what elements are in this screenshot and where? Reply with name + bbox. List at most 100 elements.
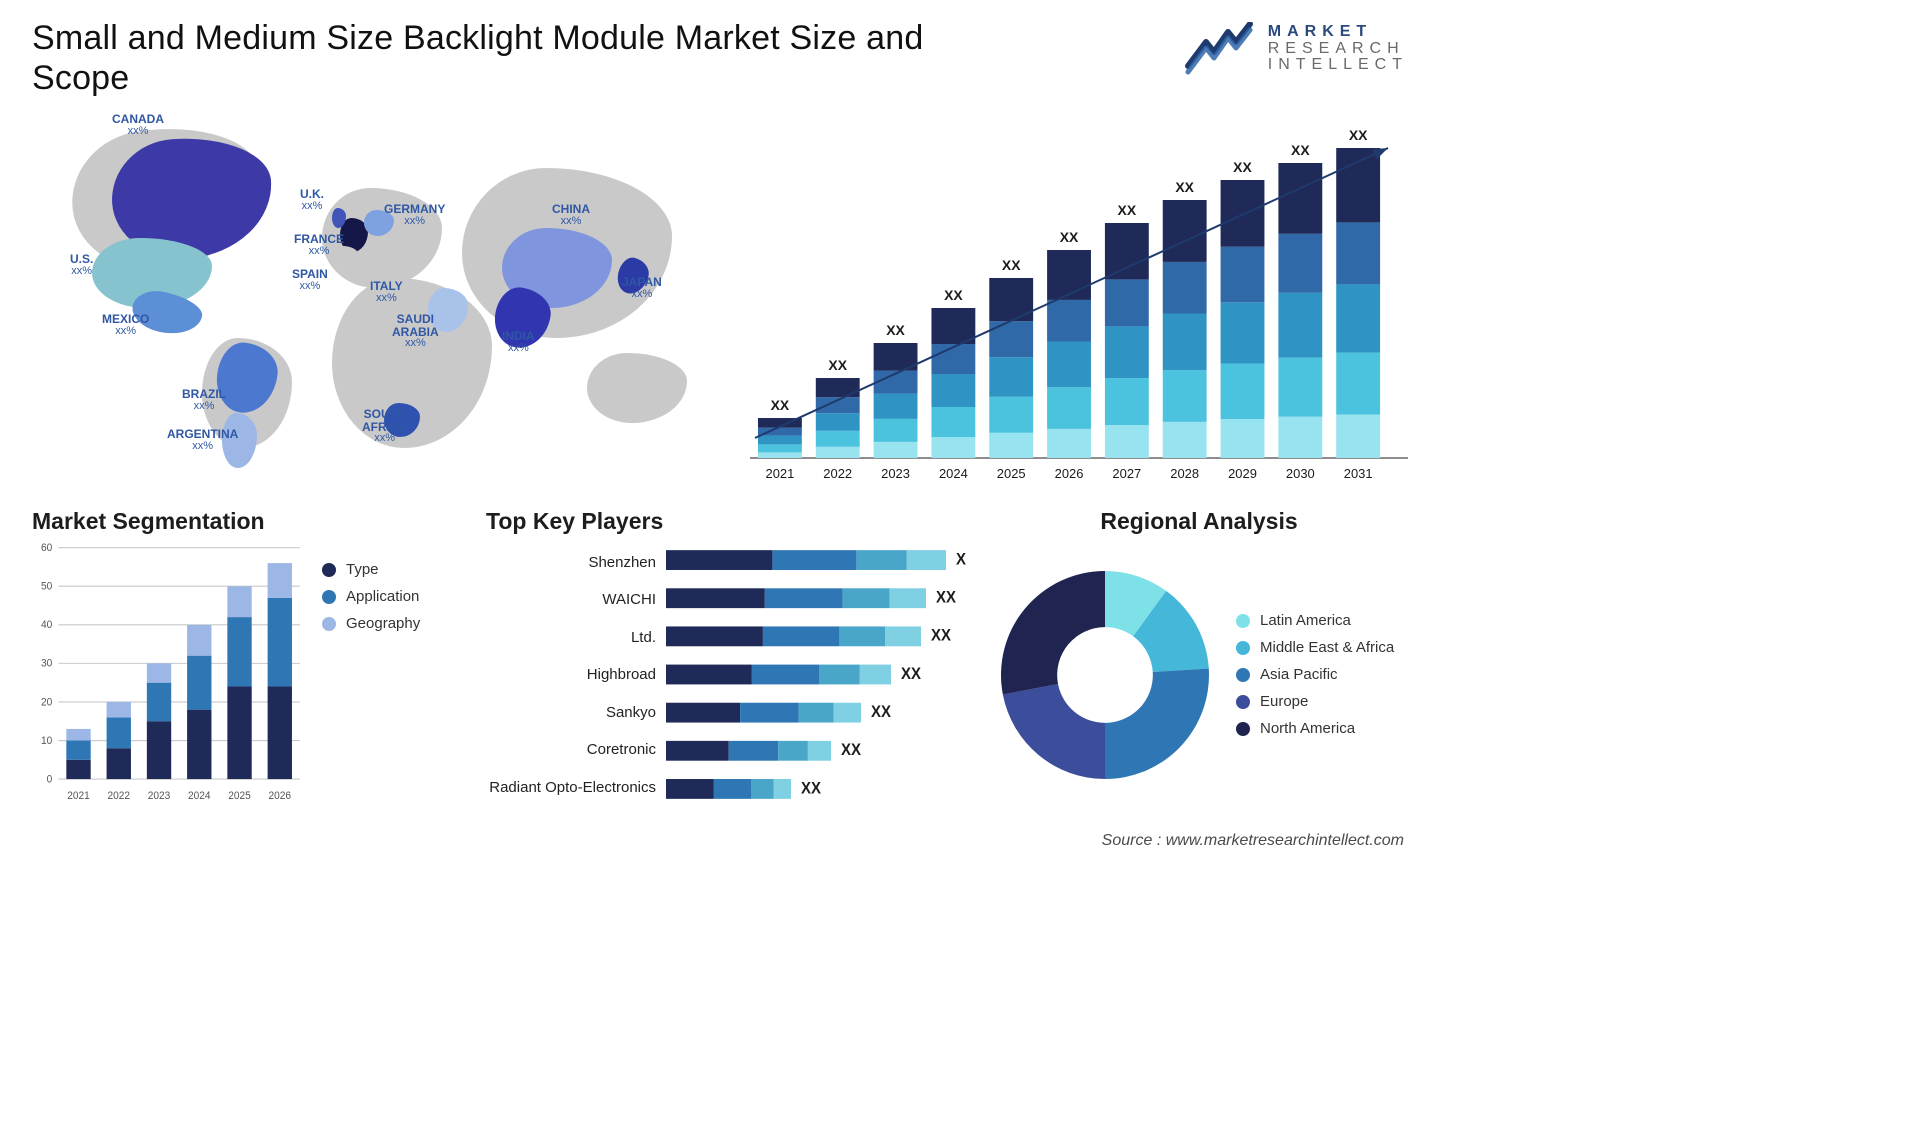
segmentation-legend-type: Type [322,561,462,578]
map-label-india: INDIAxx% [502,330,535,354]
logo-line-1: MARKET [1268,24,1408,41]
svg-text:2024: 2024 [188,790,211,803]
logo-line-2: RESEARCH [1268,41,1408,58]
source-line: Source : www.marketresearchintellect.com [1102,832,1404,850]
page-title: Small and Medium Size Backlight Module M… [32,18,932,98]
svg-text:XX: XX [771,397,790,413]
segmentation-title: Market Segmentation [32,508,462,535]
svg-text:2029: 2029 [1228,466,1257,481]
map-label-u-s-: U.S.xx% [70,253,93,277]
svg-text:2025: 2025 [228,790,251,803]
regional-body: Latin America Middle East & Africa Asia Pa… [990,541,1408,808]
map-label-germany: GERMANYxx% [384,203,445,227]
brand-logo: MARKET RESEARCH INTELLECT [1184,18,1408,76]
svg-text:XX: XX [1060,229,1079,245]
svg-text:XX: XX [936,589,956,607]
header-row: Small and Medium Size Backlight Module M… [32,18,1408,98]
regional-legend: Latin America Middle East & Africa Asia Pa… [1230,602,1408,747]
players-names: Shenzhen WAICHI Ltd. Highbroad Sankyo Coretro… [486,541,656,808]
regional-panel: Regional Analysis Latin America Middle Ea… [990,508,1408,808]
svg-text:XX: XX [1118,202,1137,218]
segmentation-body: 0 10 20 30 40 50 60 2021 2022 2023 2024 2025 2026 Ty… [32,541,462,808]
svg-text:30: 30 [41,658,52,671]
map-label-u-k-: U.K.xx% [300,188,324,212]
svg-text:XX: XX [1349,127,1368,143]
segmentation-panel: Market Segmentation 0 10 20 30 40 50 60 2021 202… [32,508,462,808]
logo-mark-icon [1184,22,1254,76]
player-name: Sankyo [486,704,656,721]
svg-text:10: 10 [41,735,52,748]
logo-text: MARKET RESEARCH INTELLECT [1268,24,1408,74]
map-label-canada: CANADAxx% [112,113,164,137]
map-label-france: FRANCExx% [294,233,344,257]
segmentation-legend-application: Application [322,588,462,605]
player-name: Highbroad [486,666,656,683]
map-label-japan: JAPANxx% [622,276,662,300]
svg-text:2022: 2022 [823,466,852,481]
svg-text:2023: 2023 [148,790,171,803]
svg-text:XX: XX [828,357,847,373]
svg-text:40: 40 [41,619,52,632]
regional-legend-middle-east-africa: Middle East & Africa [1236,639,1408,656]
svg-text:2031: 2031 [1344,466,1373,481]
player-name: Coretronic [486,741,656,758]
row-bottom-panels: Market Segmentation 0 10 20 30 40 50 60 2021 202… [32,508,1408,808]
players-body: Shenzhen WAICHI Ltd. Highbroad Sankyo Coretro… [486,541,966,808]
svg-text:60: 60 [41,542,52,555]
map-label-argentina: ARGENTINAxx% [167,428,238,452]
players-chart: XX XX XX XX XX XX XX [666,541,966,808]
players-title: Top Key Players [486,508,966,535]
svg-text:XX: XX [1002,257,1021,273]
regional-legend-europe: Europe [1236,693,1408,710]
map-label-brazil: BRAZILxx% [182,388,226,412]
svg-text:XX: XX [901,665,921,683]
svg-text:2026: 2026 [1055,466,1084,481]
svg-text:2022: 2022 [108,790,131,803]
map-label-saudi-arabia: SAUDIARABIAxx% [392,313,439,350]
regional-legend-latin-america: Latin America [1236,612,1408,629]
svg-text:20: 20 [41,696,52,709]
logo-line-3: INTELLECT [1268,57,1408,74]
svg-text:XX: XX [1175,179,1194,195]
svg-text:0: 0 [47,773,53,786]
regional-legend-asia-pacific: Asia Pacific [1236,666,1408,683]
map-shape-australia [587,353,687,423]
svg-text:XX: XX [931,627,951,645]
svg-text:XX: XX [944,287,963,303]
svg-text:50: 50 [41,580,52,593]
svg-text:2030: 2030 [1286,466,1315,481]
svg-text:XX: XX [956,551,966,569]
map-label-italy: ITALYxx% [370,280,403,304]
svg-text:XX: XX [1291,142,1310,158]
row-main: CANADAxx% U.S.xx% MEXICOxx% BRAZILxx% ARGENT… [32,108,1408,488]
players-panel: Top Key Players Shenzhen WAICHI Ltd. Highbr… [486,508,966,808]
svg-text:XX: XX [1233,159,1252,175]
map-label-south-africa: SOUTHAFRICAxx% [362,408,407,445]
map-label-spain: SPAINxx% [292,268,328,292]
svg-text:2028: 2028 [1170,466,1199,481]
map-label-china: CHINAxx% [552,203,590,227]
svg-text:XX: XX [871,704,891,722]
regional-donut [990,560,1220,790]
segmentation-legend-geography: Geography [322,615,462,632]
svg-text:2021: 2021 [766,466,795,481]
player-name: Shenzhen [486,554,656,571]
player-name: Ltd. [486,629,656,646]
regional-legend-north-america: North America [1236,720,1408,737]
svg-text:XX: XX [801,780,821,798]
player-name: Radiant Opto-Electronics [486,779,656,796]
svg-text:2021: 2021 [67,790,90,803]
segmentation-legend: Type Application Geography [322,541,462,808]
regional-title: Regional Analysis [990,508,1408,535]
player-name: WAICHI [486,591,656,608]
svg-text:XX: XX [886,322,905,338]
svg-text:XX: XX [841,742,861,760]
svg-text:2025: 2025 [997,466,1026,481]
growth-chart: XX2021XX2022XX2023XX2024XX2025XX2026XX20… [750,108,1408,488]
svg-text:2026: 2026 [269,790,292,803]
segmentation-chart: 0 10 20 30 40 50 60 2021 2022 2023 2024 2025 2026 [32,541,306,808]
map-label-mexico: MEXICOxx% [102,313,149,337]
svg-text:2024: 2024 [939,466,968,481]
world-map: CANADAxx% U.S.xx% MEXICOxx% BRAZILxx% ARGENT… [32,108,722,488]
svg-text:2027: 2027 [1112,466,1141,481]
